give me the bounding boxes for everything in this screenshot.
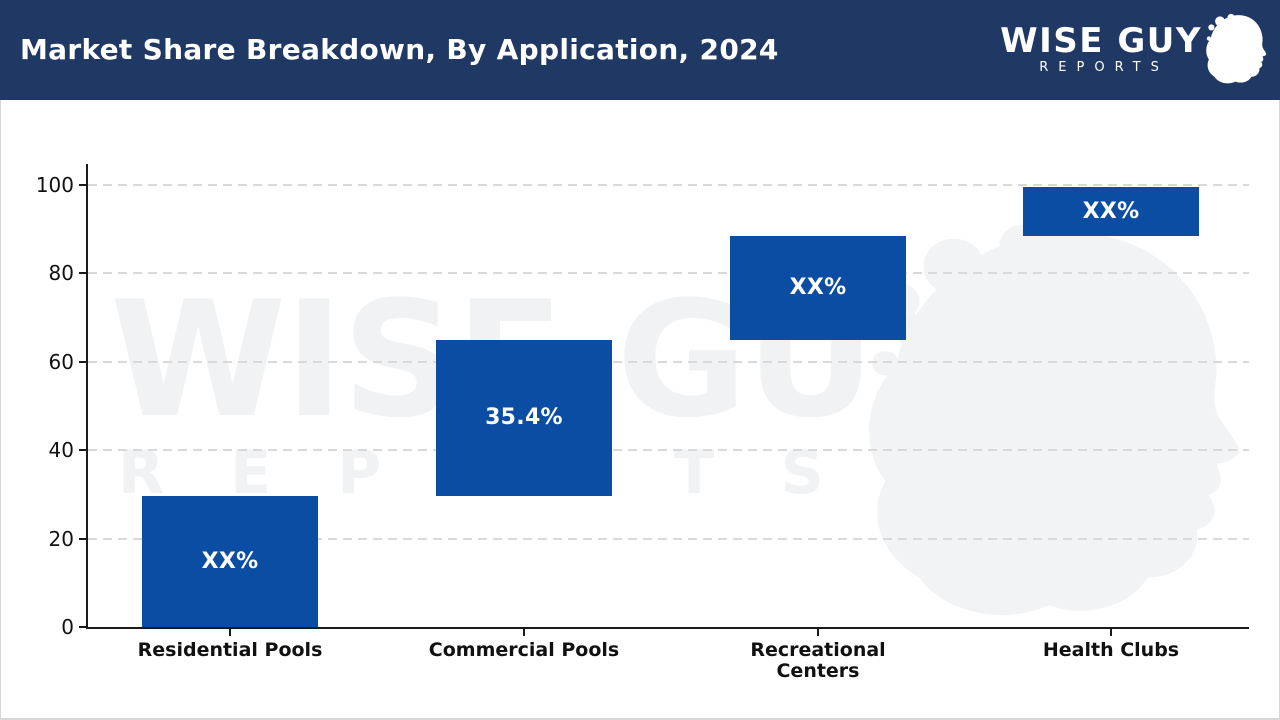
- x-axis-tick: [229, 629, 231, 636]
- y-axis-tick: [79, 272, 87, 275]
- y-axis-tick-label: 60: [48, 349, 74, 374]
- gridline-40: [88, 449, 1249, 452]
- page-border-left: [0, 100, 1, 720]
- gridline-100: [88, 184, 1249, 186]
- bar-value-label: XX%: [789, 275, 847, 301]
- x-axis-category-label: Residential Pools: [137, 639, 323, 661]
- gridline-20: [88, 537, 1249, 540]
- y-axis-tick: [79, 184, 87, 186]
- bar-value-label: 35.4%: [485, 405, 563, 431]
- bar-value-label: XX%: [1082, 198, 1140, 224]
- y-axis-tick-label: 20: [48, 526, 74, 551]
- y-axis-tick: [79, 626, 87, 628]
- y-axis-line: [86, 164, 88, 629]
- y-axis-tick-label: 40: [48, 438, 74, 463]
- x-axis-category-label: Recreational Centers: [750, 639, 886, 683]
- page-title: Market Share Breakdown, By Application, …: [20, 33, 779, 66]
- bar-segment: XX%: [142, 496, 318, 627]
- bar-value-label: XX%: [201, 549, 259, 575]
- brand-logo: WISE GUY REPORTS: [1000, 9, 1268, 89]
- header: Market Share Breakdown, By Application, …: [0, 0, 1280, 100]
- y-axis-tick-label: 80: [48, 261, 74, 286]
- brand-subtitle: REPORTS: [1039, 60, 1169, 75]
- y-axis-tick-label: 100: [35, 173, 74, 197]
- y-axis-tick: [79, 537, 87, 540]
- x-axis-tick: [523, 629, 525, 636]
- gridline-80: [88, 272, 1249, 275]
- brand-name: WISE GUY: [1000, 21, 1202, 61]
- y-axis-tick: [79, 360, 87, 363]
- x-axis-tick: [817, 629, 819, 636]
- brand-logo-text: WISE GUY REPORTS: [1000, 23, 1202, 75]
- gridline-60: [88, 360, 1249, 363]
- bar-segment: XX%: [1023, 186, 1199, 236]
- bar-segment: 35.4%: [436, 339, 612, 497]
- x-axis-category-label: Commercial Pools: [428, 639, 620, 661]
- x-axis-category-label: Health Clubs: [1042, 639, 1180, 661]
- y-axis-tick-label: 0: [61, 615, 74, 639]
- y-axis-tick: [79, 449, 87, 452]
- page-border-bottom: [0, 718, 1280, 720]
- x-axis-line: [86, 627, 1249, 629]
- bar-segment: XX%: [730, 235, 906, 340]
- x-axis-tick: [1110, 629, 1112, 636]
